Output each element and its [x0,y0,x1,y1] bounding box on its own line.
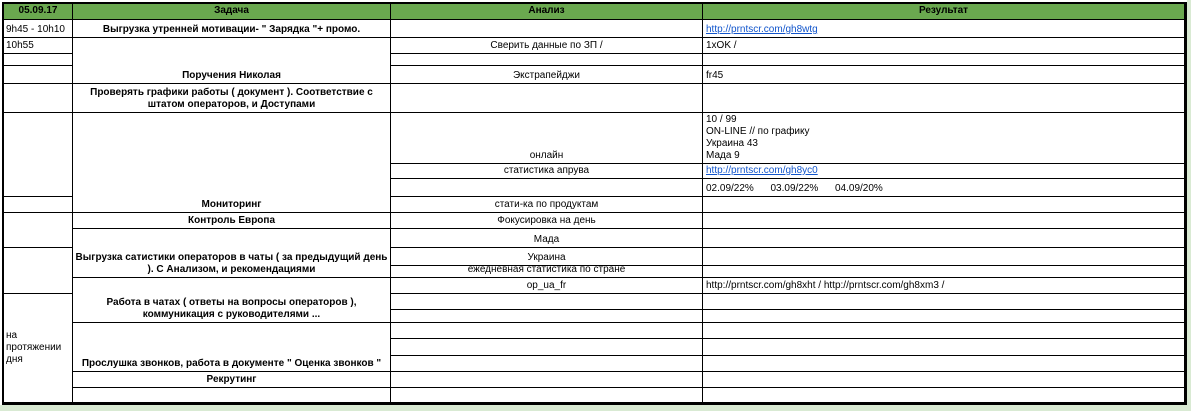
cell-result-approve-link[interactable]: http://prntscr.com/gh8yc0 [703,164,1185,179]
cell-task-monitoring[interactable]: Мониторинг [73,113,391,213]
cell-empty[interactable] [703,213,1185,229]
cell-analysis-mada[interactable]: Мада [391,229,703,248]
cell-empty[interactable] [703,54,1185,66]
cell-empty[interactable] [4,248,73,294]
cell-empty[interactable] [391,356,703,372]
cell-time-slot2[interactable]: 10h35 - 10h55 [4,38,73,54]
cell-task-morning-upload[interactable]: Выгрузка утренней мотивации- " Зарядка "… [73,20,391,38]
cell-result-morning-link[interactable]: http://prntscr.com/gh8wtg [703,20,1185,38]
cell-analysis-online[interactable]: онлайн [391,113,703,164]
sheet-grid: 05.09.17 Задача Анализ Результат 9h45 - … [2,2,1187,405]
header-result[interactable]: Результат [703,4,1185,20]
cell-empty[interactable] [4,54,73,66]
cell-empty[interactable] [391,179,703,197]
cell-task-calls-review[interactable]: Прослушка звонков, работа в документе " … [73,323,391,372]
cell-empty[interactable] [703,84,1185,113]
cell-empty[interactable] [391,84,703,113]
cell-empty[interactable] [703,372,1185,388]
cell-empty[interactable] [703,197,1185,213]
cell-task-chats-work[interactable]: Работа в чатах ( ответы на вопросы опера… [73,278,391,323]
cell-empty[interactable] [703,248,1185,266]
cell-empty[interactable] [391,54,703,66]
cell-empty[interactable] [391,372,703,388]
cell-result-approve-percents[interactable]: 02.09/22% 03.09/22% 04.09/20% [703,179,1185,197]
cell-empty[interactable] [4,197,73,213]
cell-empty[interactable] [703,388,1185,403]
cell-empty[interactable] [391,310,703,323]
cell-empty[interactable] [4,66,73,84]
cell-empty[interactable] [73,388,391,403]
cell-task-recruiting[interactable]: Рекрутинг [73,372,391,388]
cell-analysis-approve-stats[interactable]: статистика апрува [391,164,703,179]
cell-analysis-op-ua-fr[interactable]: op_ua_fr [391,278,703,294]
cell-analysis-ukraine[interactable]: Украина [391,248,703,266]
cell-time-slot1[interactable]: 9h45 - 10h10 [4,20,73,38]
cell-empty[interactable] [391,20,703,38]
morning-screenshot-link[interactable]: http://prntscr.com/gh8wtg [706,24,818,35]
cell-result-salary[interactable]: 1xOK / [703,38,1185,54]
cell-task-control-europe[interactable]: Контроль Европа [73,213,391,229]
header-date[interactable]: 05.09.17 [4,4,73,20]
cell-empty[interactable] [703,266,1185,278]
cell-empty[interactable] [703,294,1185,310]
cell-result-online-block[interactable]: 10 / 99 ON-LINE // по графику Украина 43… [703,113,1185,164]
cell-analysis-day-focus[interactable]: Фокусировка на день [391,213,703,229]
cell-task-nikolai-orders[interactable]: Поручения Николая [73,38,391,84]
cell-analysis-extrapages[interactable]: Экстрапейджи [391,66,703,84]
cell-empty[interactable] [4,113,73,197]
sheet-right-margin [1187,0,1191,411]
cell-analysis-country-daily-stats[interactable]: ежедневная статистика по стране [391,266,703,278]
header-analysis[interactable]: Анализ [391,4,703,20]
cell-empty[interactable] [703,323,1185,339]
cell-empty[interactable] [4,84,73,113]
cell-time-day-note[interactable]: на протяжении дня [4,294,73,403]
cell-task-operators-stats-upload[interactable]: Выгрузка сатистики операторов в чаты ( з… [73,229,391,278]
header-task[interactable]: Задача [73,4,391,20]
cell-analysis-salary-check[interactable]: Сверить данные по ЗП / [391,38,703,54]
cell-empty[interactable] [703,339,1185,356]
cell-empty[interactable] [703,229,1185,248]
cell-empty[interactable] [391,294,703,310]
cell-task-check-schedules[interactable]: Проверять графики работы ( документ ). С… [73,84,391,113]
cell-analysis-product-stats[interactable]: стати-ка по продуктам [391,197,703,213]
cell-empty[interactable] [391,388,703,403]
cell-empty[interactable] [391,339,703,356]
cell-result-op-links[interactable]: http://prntscr.com/gh8xht / http://prnts… [703,278,1185,294]
cell-empty[interactable] [703,310,1185,323]
cell-empty[interactable] [391,323,703,339]
cell-empty[interactable] [703,356,1185,372]
sheet-bottom-margin [0,405,1191,411]
approve-screenshot-link[interactable]: http://prntscr.com/gh8yc0 [706,165,818,176]
cell-result-extrapages[interactable]: fr45 [703,66,1185,84]
cell-empty[interactable] [4,213,73,248]
